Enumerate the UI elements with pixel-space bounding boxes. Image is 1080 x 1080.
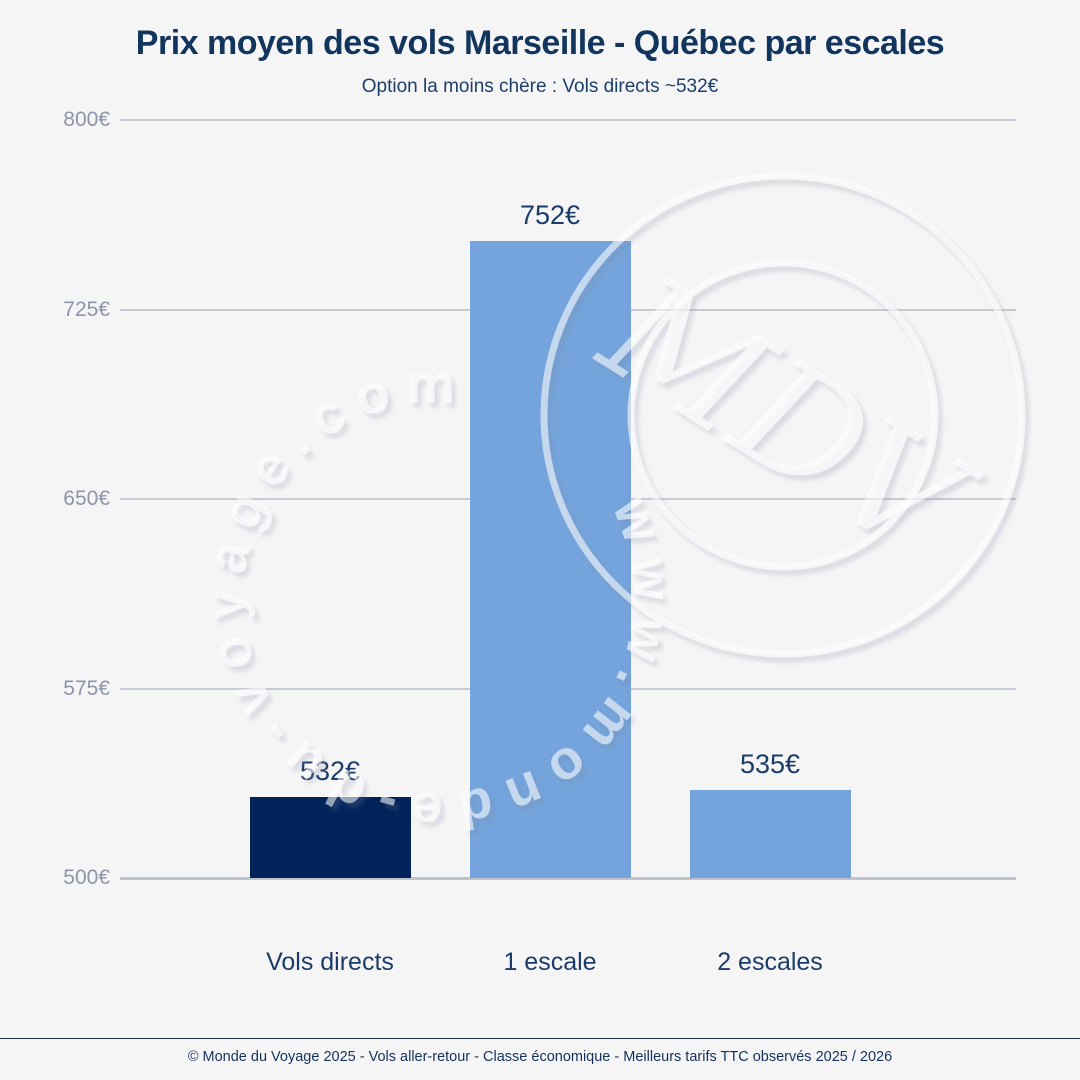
x-axis-category-label-vols-directs: Vols directs (266, 948, 394, 976)
bar-value-label-1-escale: 752€ (519, 200, 581, 231)
x-axis-category-label-2-escales: 2 escales (717, 948, 823, 976)
y-axis-tick-label: 725€ (63, 297, 110, 321)
footer-divider (0, 1038, 1080, 1039)
bar-value-label-2-escales: 535€ (739, 748, 801, 779)
y-axis-tick-label: 800€ (63, 108, 110, 131)
y-axis-tick-label: 650€ (63, 487, 110, 510)
chart-title: Prix moyen des vols Marseille - Québec p… (135, 24, 945, 62)
bar-1-escale (469, 241, 631, 878)
x-axis-category-label-1-escale: 1 escale (503, 948, 597, 976)
y-axis-tick-label: 500€ (63, 866, 110, 889)
chart-subtitle: Option la moins chère : Vols directs ~53… (361, 76, 719, 97)
gridline-500 (120, 877, 1016, 880)
bar-vols-directs (249, 797, 411, 878)
footer-credits: © Monde du Voyage 2025 - Vols aller-reto… (187, 1049, 893, 1065)
bar-2-escales (689, 789, 851, 878)
gridline-800 (120, 119, 1016, 121)
y-axis-tick-label: 575€ (63, 676, 110, 700)
bar-value-label-vols-directs: 532€ (299, 756, 361, 787)
